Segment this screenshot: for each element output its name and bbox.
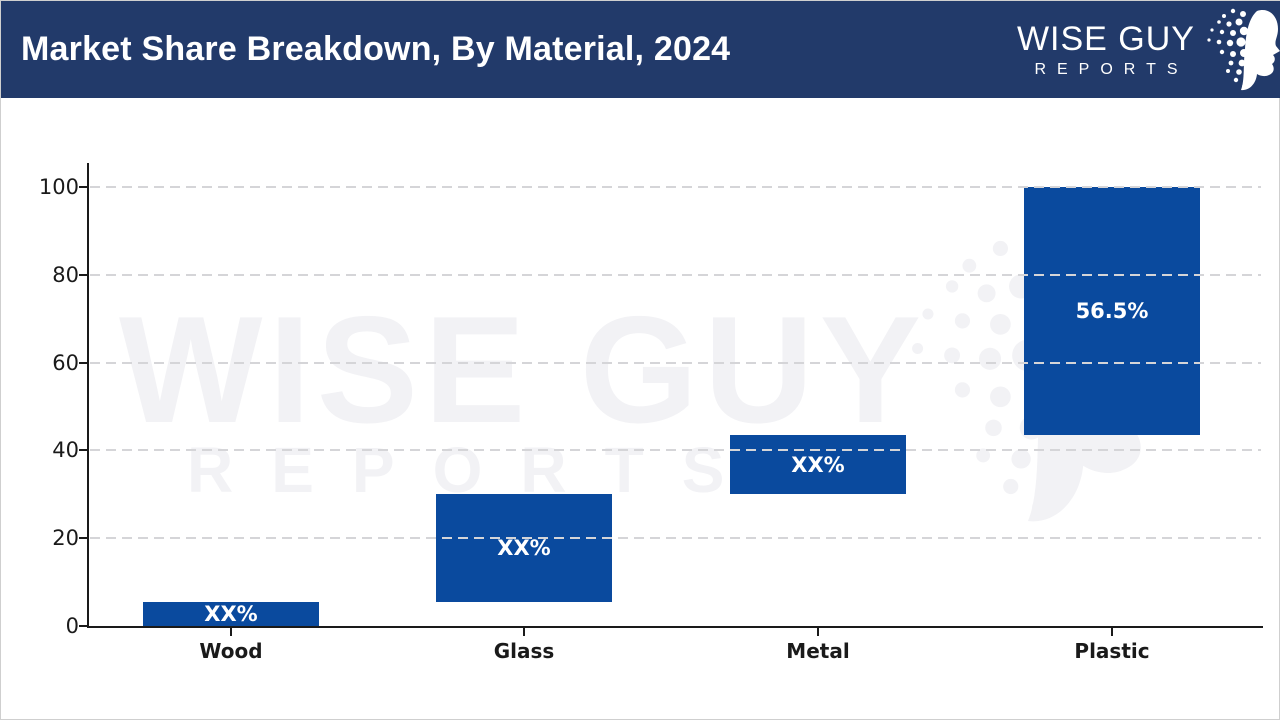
watermark-reports-text: REPORTS	[187, 434, 763, 506]
gridline	[90, 186, 1261, 188]
header-bar: Market Share Breakdown, By Material, 202…	[1, 1, 1280, 98]
page-title: Market Share Breakdown, By Material, 202…	[21, 30, 731, 68]
bar-value-label: XX%	[791, 452, 845, 477]
x-tick-mark	[1111, 628, 1113, 636]
bar-value-label: XX%	[204, 601, 258, 626]
x-tick-mark	[230, 628, 232, 636]
x-tick-mark	[817, 628, 819, 636]
x-tick-label-glass: Glass	[493, 639, 555, 663]
bar-value-label: 56.5%	[1075, 299, 1149, 324]
x-tick-label-metal: Metal	[786, 639, 850, 663]
bar-wood: XX%	[143, 601, 319, 626]
y-tick-mark	[79, 449, 87, 452]
y-axis-line	[87, 163, 89, 628]
bar-value-label: XX%	[497, 536, 551, 561]
wiseguy-head-icon	[1207, 8, 1280, 90]
gridline	[90, 537, 1261, 540]
y-tick-label: 40	[52, 438, 79, 463]
logo-text: WISE GUY REPORTS	[1017, 20, 1195, 79]
logo-wiseguy-label: WISE GUY	[1016, 20, 1195, 58]
gridline	[90, 449, 1261, 452]
bar-metal: XX%	[730, 435, 906, 495]
logo-reports-label: REPORTS	[1034, 61, 1189, 78]
y-tick-mark	[79, 361, 87, 364]
y-tick-label: 20	[52, 526, 79, 551]
y-tick-mark	[79, 186, 87, 188]
x-axis-line	[87, 626, 1263, 628]
x-tick-label-plastic: Plastic	[1074, 639, 1150, 663]
y-tick-mark	[79, 625, 87, 627]
y-tick-label: 60	[52, 350, 79, 375]
y-tick-label: 100	[38, 175, 79, 199]
y-tick-mark	[79, 537, 87, 540]
gridline	[90, 361, 1261, 364]
bar-glass: XX%	[436, 494, 612, 602]
y-tick-mark	[79, 273, 87, 276]
gridline	[90, 273, 1261, 276]
wiseguy-logo: WISE GUY REPORTS	[1017, 1, 1280, 98]
y-tick-label: 0	[65, 614, 79, 638]
watermark-wiseguy-text: WISE GUY	[119, 285, 928, 455]
x-tick-label-wood: Wood	[199, 639, 263, 663]
bar-plastic: 56.5%	[1024, 187, 1200, 436]
x-tick-mark	[523, 628, 525, 636]
y-tick-label: 80	[52, 262, 79, 287]
